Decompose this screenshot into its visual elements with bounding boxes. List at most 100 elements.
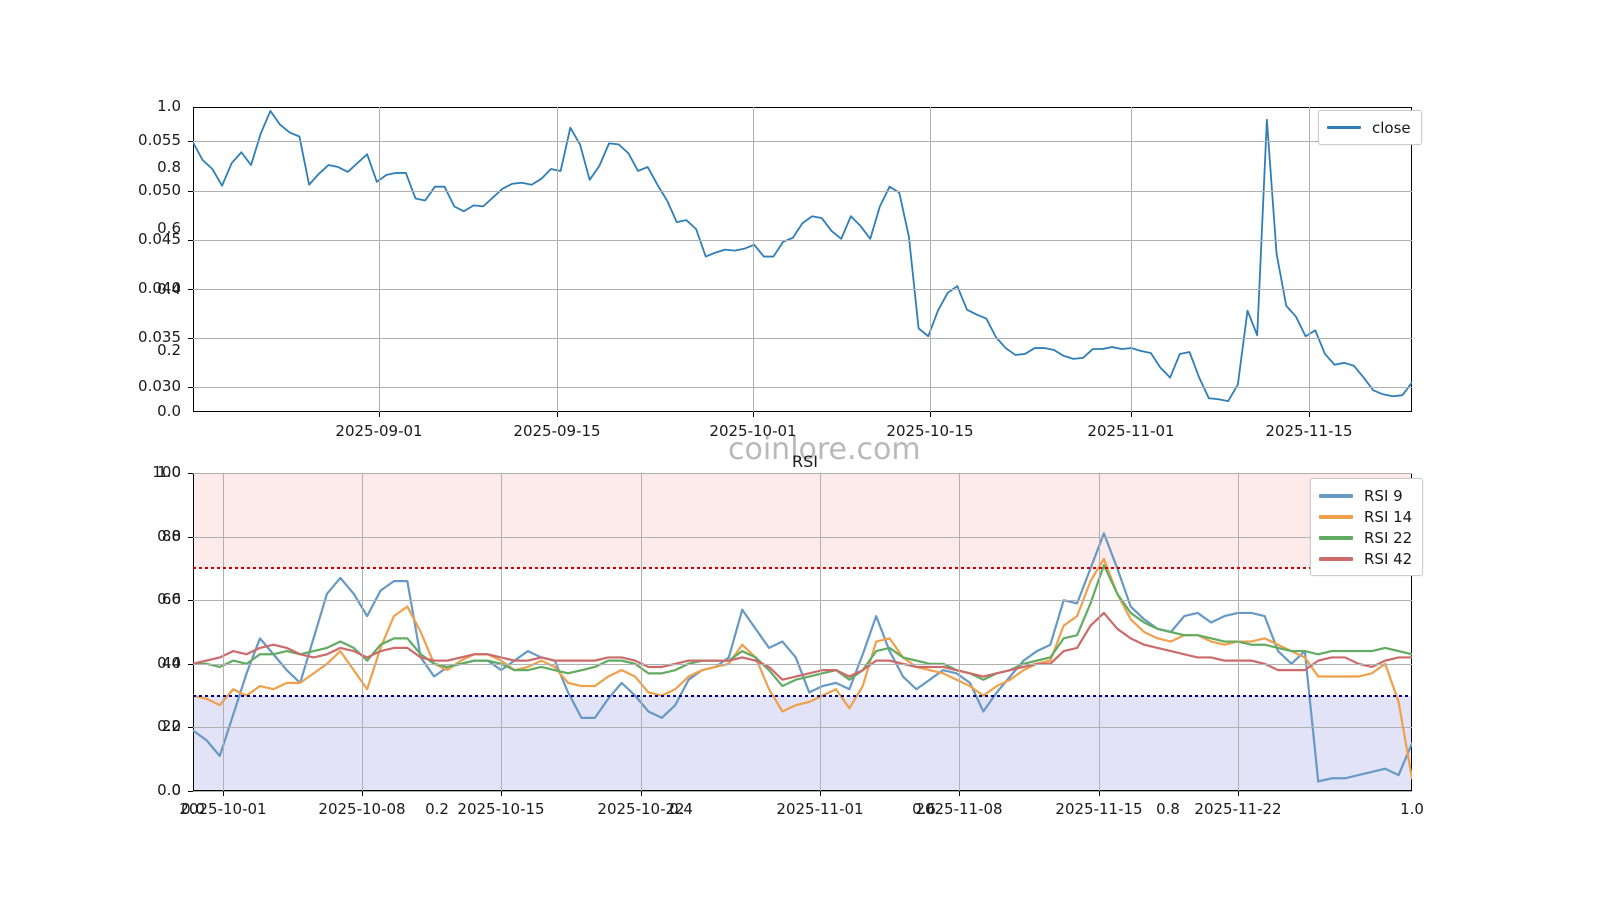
rsi-legend[interactable]: RSI 9 RSI 14 RSI 22 RSI 42 (1310, 478, 1424, 576)
price-series-canvas (193, 110, 1412, 403)
rsi-gridline-h (193, 727, 1412, 728)
rsi-x-tick-secondary-label: 0.4 (669, 800, 693, 818)
price-gridline-h (193, 289, 1412, 290)
rsi-gridline-v (820, 473, 821, 791)
rsi-y-tick-secondary-label: 0.8 (157, 527, 181, 545)
rsi-series-canvas (193, 532, 1412, 783)
price-x-tick-label: 2025-11-01 (1087, 422, 1175, 440)
price-y-tick-secondary-label: 0.8 (157, 158, 181, 176)
price-y-tick-label: 0.045 (138, 230, 181, 248)
rsi-x-tick-secondary-label: 0.0 (181, 800, 205, 818)
rsi-legend-item[interactable]: RSI 14 (1319, 506, 1412, 527)
rsi-y-tick-label: 100 (152, 463, 181, 481)
rsi-tickmark-y (188, 473, 193, 474)
price-tickmark-y (188, 338, 193, 339)
rsi-tickmark-x (1238, 791, 1239, 796)
rsi-x-tick-label: 2025-10-15 (457, 800, 545, 818)
price-chart-panel: 0.030 0.035 0.040 0.045 0.050 0.055 0.0 0.2 0.4… (138, 97, 1422, 440)
rsi-x-tick-label: 2025-11-15 (1055, 800, 1143, 818)
rsi-x-tick-secondary-label: 0.8 (1156, 800, 1180, 818)
rsi-gridline-h (193, 600, 1412, 601)
watermark: coinlore.com (728, 432, 921, 467)
rsi-x-tick-label: 2025-10-22 (597, 800, 685, 818)
rsi-tickmark-y (188, 791, 193, 792)
rsi-gridline-v (641, 473, 642, 791)
legend-label: close (1372, 118, 1411, 137)
price-tickmark-x (753, 412, 754, 417)
price-y-tick-secondary-label: 0.2 (157, 341, 181, 359)
rsi-y-tick-label: 80 (161, 527, 181, 545)
price-gridline-v (930, 107, 931, 412)
rsi-y-tick-label: 40 (161, 654, 181, 672)
rsi-tickmark-x (501, 791, 502, 796)
price-y-tick-label: 0.040 (138, 279, 181, 297)
rsi-gridline-h (193, 473, 1412, 474)
rsi-x-tick-label: 2025-11-22 (1194, 800, 1282, 818)
rsi-gridline-v (959, 473, 960, 791)
price-tickmark-y (188, 289, 193, 290)
price-gridline-v (753, 107, 754, 412)
price-tickmark-y (188, 191, 193, 192)
rsi-gridline-v (1099, 473, 1100, 791)
price-gridline-h (193, 240, 1412, 241)
price-legend[interactable]: close (1318, 110, 1422, 145)
rsi-threshold-line-70 (193, 567, 1412, 570)
price-x-tick-label: 2025-09-01 (335, 422, 423, 440)
rsi-tickmark-x (641, 791, 642, 796)
price-gridline-h (193, 338, 1412, 339)
price-x-tick-label: 2025-10-15 (886, 422, 974, 440)
legend-color-swatch (1319, 493, 1353, 498)
price-gridline-v (1131, 107, 1132, 412)
oversold-zone (194, 695, 1411, 790)
price-y-tick-label: 0.050 (138, 181, 181, 199)
price-x-tick-label: 2025-11-15 (1265, 422, 1353, 440)
rsi-legend-item[interactable]: RSI 42 (1319, 548, 1412, 569)
rsi-x-tick-label: 2025-11-08 (915, 800, 1003, 818)
price-tickmark-x (1309, 412, 1310, 417)
rsi-gridline-h (193, 537, 1412, 538)
rsi-tickmark-y (188, 537, 193, 538)
rsi-tickmark-x (223, 791, 224, 796)
price-y-tick-label: 0.035 (138, 328, 181, 346)
rsi-y-tick-secondary-label: 0.4 (157, 654, 181, 672)
rsi-gridline-v (1238, 473, 1239, 791)
price-tickmark-x (1131, 412, 1132, 417)
rsi-y-tick-secondary-label: 0.6 (157, 590, 181, 608)
price-tickmark-x (930, 412, 931, 417)
price-gridline-v (557, 107, 558, 412)
price-gridline-v (1309, 107, 1310, 412)
price-tickmark-x (557, 412, 558, 417)
rsi-tickmark-y (188, 727, 193, 728)
rsi-y-tick-label: 60 (161, 590, 181, 608)
rsi-y-tick-label: 20 (161, 717, 181, 735)
legend-color-swatch (1319, 535, 1353, 540)
legend-label: RSI 42 (1364, 549, 1413, 568)
price-gridline-v (379, 107, 380, 412)
rsi-x-tick-label: 2025-10-01 (179, 800, 267, 818)
price-y-tick-secondary-label: 0.4 (157, 280, 181, 298)
price-tickmark-y (188, 141, 193, 142)
legend-label: RSI 14 (1364, 507, 1413, 526)
price-legend-item[interactable]: close (1327, 117, 1411, 138)
price-tickmark-y (188, 240, 193, 241)
price-tickmark-x (379, 412, 380, 417)
rsi-legend-item[interactable]: RSI 9 (1319, 485, 1412, 506)
rsi-x-tick-label: 2025-10-08 (318, 800, 406, 818)
legend-label: RSI 9 (1364, 486, 1403, 505)
price-tickmark-y (188, 387, 193, 388)
rsi-y-tick-secondary-label: 0.2 (157, 717, 181, 735)
rsi-tickmark-x (362, 791, 363, 796)
rsi-panel-title: RSI (792, 452, 818, 471)
rsi-gridline-v (501, 473, 502, 791)
rsi-y-tick-secondary-label: 0.0 (157, 781, 181, 799)
rsi-gridline-h (193, 791, 1412, 792)
price-y-tick-label: 0.030 (138, 377, 181, 395)
rsi-legend-item[interactable]: RSI 22 (1319, 527, 1412, 548)
legend-color-swatch (1327, 126, 1361, 129)
price-y-tick-secondary-label: 1.0 (157, 97, 181, 115)
rsi-gridline-v (223, 473, 224, 791)
price-gridline-h (193, 191, 1412, 192)
overbought-zone (194, 474, 1411, 569)
legend-label: RSI 22 (1364, 528, 1413, 547)
rsi-x-tick-label: 2025-11-01 (776, 800, 864, 818)
